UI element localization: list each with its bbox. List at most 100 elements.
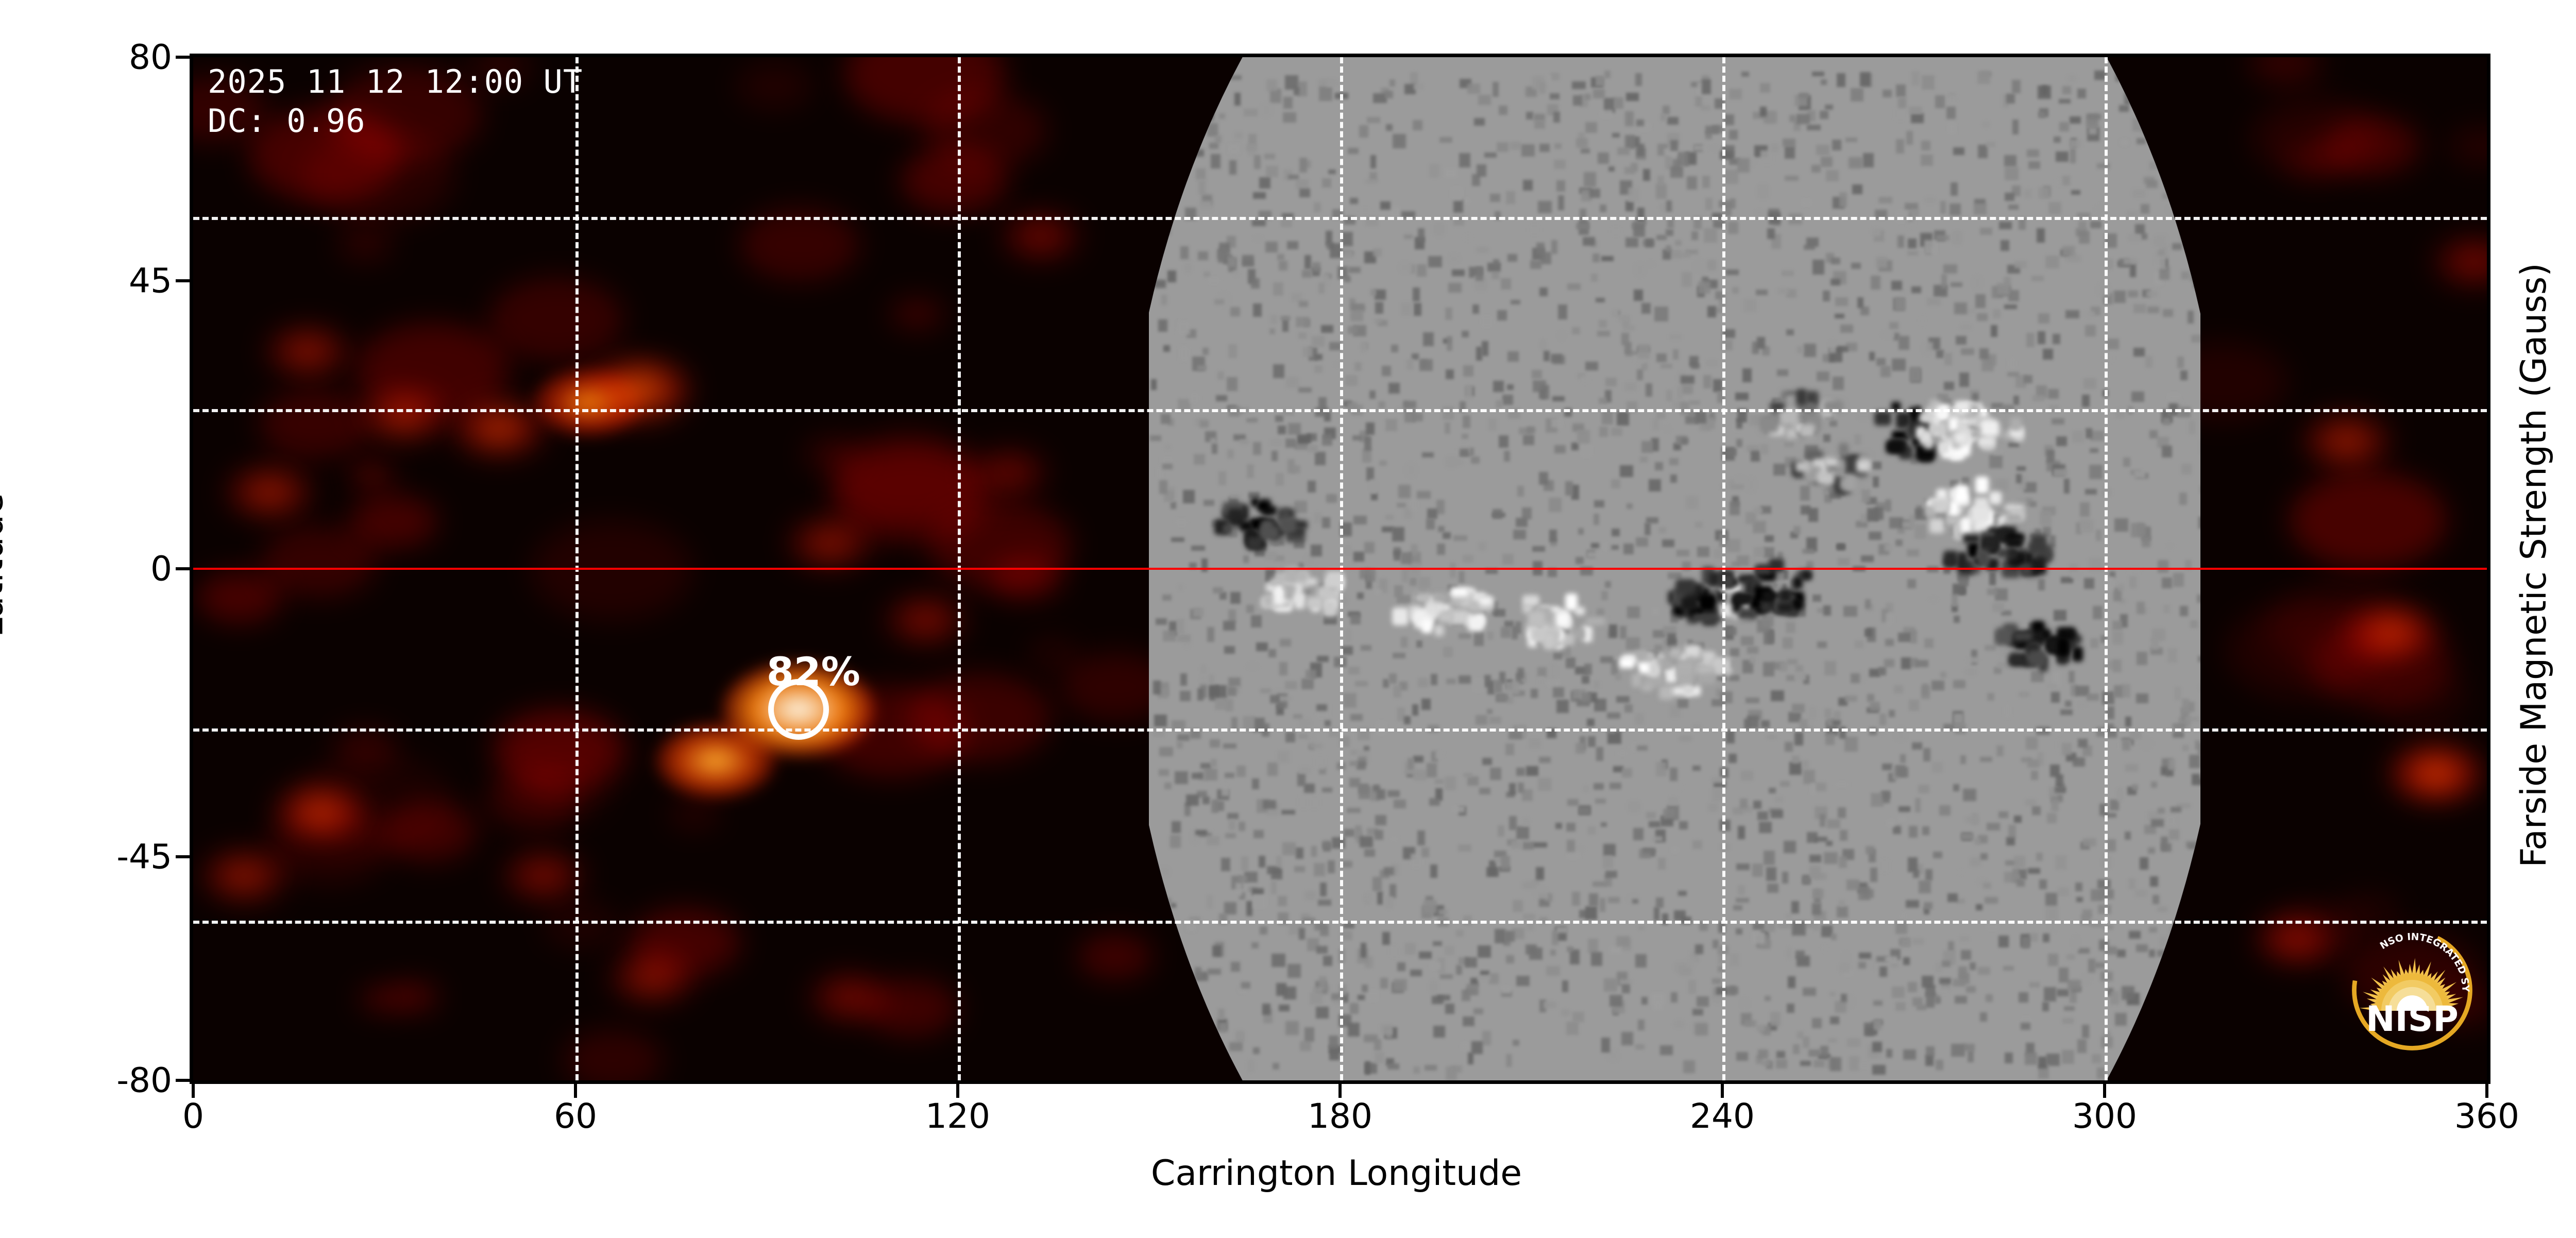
- magnetogram-pixel: [1594, 699, 1606, 711]
- magnetogram-pixel: [1416, 264, 1427, 277]
- magnetogram-pixel: [1974, 199, 1986, 205]
- magnetogram-flux-element: [1891, 402, 1901, 412]
- magnetogram-pixel: [1819, 814, 1826, 827]
- magnetogram-pixel: [1833, 720, 1841, 725]
- magnetogram-pixel: [1747, 477, 1756, 493]
- magnetogram-pixel: [1161, 294, 1167, 305]
- magnetogram-pixel: [1365, 422, 1375, 435]
- magnetogram-pixel: [1599, 205, 1607, 212]
- magnetogram-pixel: [1829, 340, 1837, 353]
- magnetogram-pixel: [1835, 781, 1849, 787]
- magnetogram-pixel: [1429, 164, 1439, 178]
- magnetogram-pixel: [1654, 462, 1664, 470]
- magnetogram-pixel: [2090, 431, 2104, 441]
- magnetogram-pixel: [1317, 899, 1332, 906]
- magnetogram-pixel: [1663, 808, 1675, 820]
- magnetogram-pixel: [1465, 385, 1473, 400]
- magnetogram-pixel: [1352, 435, 1363, 440]
- magnetogram-pixel: [1729, 501, 1740, 515]
- magnetogram-pixel: [1787, 976, 1795, 988]
- magnetogram-pixel: [1382, 526, 1393, 532]
- magnetogram-pixel: [1749, 654, 1756, 664]
- magnetogram-pixel: [1459, 448, 1469, 457]
- magnetogram-pixel: [1229, 494, 1241, 499]
- magnetogram-pixel: [1777, 369, 1789, 376]
- x-tick-mark-120: [956, 1084, 959, 1098]
- magnetogram-pixel: [2198, 517, 2200, 529]
- magnetogram-pixel: [1915, 660, 1928, 668]
- magnetogram-pixel: [1533, 113, 1546, 121]
- magnetogram-pixel: [1593, 514, 1600, 525]
- magnetogram-pixel: [1780, 781, 1790, 787]
- magnetogram-pixel: [1966, 657, 1980, 663]
- magnetogram-pixel: [1919, 880, 1931, 894]
- magnetogram-pixel: [1894, 685, 1903, 694]
- magnetogram-pixel: [1885, 544, 1893, 551]
- magnetogram-pixel: [1909, 826, 1918, 838]
- magnetogram-pixel: [1610, 226, 1622, 236]
- magnetogram-pixel: [2025, 1053, 2038, 1065]
- magnetogram-pixel: [1903, 1049, 1916, 1060]
- magnetogram-pixel: [1364, 745, 1370, 751]
- magnetogram-pixel: [1481, 315, 1494, 328]
- magnetogram-pixel: [1834, 313, 1844, 318]
- magnetogram-pixel: [1400, 552, 1412, 564]
- magnetogram-pixel: [1323, 955, 1332, 966]
- magnetogram-flux-element: [2006, 537, 2024, 548]
- magnetogram-flux-element: [1572, 628, 1585, 639]
- magnetogram-pixel: [2182, 745, 2189, 752]
- magnetogram-pixel: [1712, 978, 1721, 984]
- magnetogram-pixel: [1253, 303, 1262, 317]
- magnetogram-pixel: [1443, 532, 1451, 539]
- magnetogram-pixel: [2027, 149, 2040, 157]
- farside-noise-blob: [381, 802, 477, 862]
- magnetogram-pixel: [1931, 761, 1943, 773]
- magnetogram-pixel: [1294, 866, 1306, 873]
- farside-noise-blob: [544, 903, 619, 949]
- magnetogram-pixel: [1603, 98, 1615, 113]
- magnetogram-pixel: [1253, 192, 1266, 199]
- magnetogram-pixel: [1993, 447, 2005, 455]
- farside-active-region: [586, 356, 692, 423]
- magnetogram-pixel: [1207, 626, 1214, 642]
- magnetogram-pixel: [1227, 449, 1234, 459]
- magnetogram-pixel: [1253, 1047, 1260, 1055]
- magnetogram-pixel: [1729, 88, 1742, 100]
- magnetogram-pixel: [1985, 645, 1996, 651]
- magnetogram-pixel: [1736, 1052, 1748, 1061]
- magnetogram-pixel: [1820, 79, 1827, 86]
- magnetogram-pixel: [1382, 931, 1390, 945]
- magnetogram-pixel: [1874, 209, 1887, 219]
- magnetogram-pixel: [1738, 826, 1745, 839]
- magnetogram-pixel: [1495, 929, 1505, 943]
- magnetogram-pixel: [1786, 913, 1792, 919]
- magnetogram-pixel: [1917, 1005, 1927, 1010]
- magnetogram-pixel: [1679, 965, 1692, 976]
- magnetogram-pixel: [1429, 798, 1440, 806]
- magnetogram-pixel: [1744, 718, 1750, 729]
- magnetogram-pixel: [1308, 445, 1318, 452]
- magnetogram-pixel: [1276, 473, 1284, 486]
- magnetogram-flux-element: [1960, 517, 1971, 533]
- magnetogram-pixel: [1279, 1004, 1290, 1012]
- magnetogram-pixel: [1360, 207, 1372, 215]
- magnetogram-pixel: [1566, 1021, 1579, 1035]
- magnetogram-pixel: [1784, 841, 1797, 853]
- magnetogram-pixel: [1507, 384, 1514, 390]
- magnetogram-pixel: [1982, 121, 1991, 128]
- magnetogram-pixel: [1315, 354, 1323, 360]
- magnetogram-pixel: [1353, 552, 1365, 562]
- magnetogram-pixel: [2147, 847, 2155, 854]
- magnetogram-pixel: [1747, 445, 1760, 452]
- farside-noise-blob: [669, 798, 719, 830]
- magnetogram-flux-element: [1692, 613, 1713, 622]
- magnetogram-pixel: [2038, 186, 2050, 199]
- magnetogram-pixel: [1345, 628, 1352, 643]
- magnetogram-pixel: [1437, 544, 1446, 555]
- magnetogram-pixel: [1582, 692, 1591, 702]
- magnetogram-pixel: [1467, 1052, 1474, 1064]
- magnetogram-pixel: [1264, 154, 1276, 160]
- magnetogram-pixel: [1174, 771, 1188, 785]
- magnetogram-pixel: [1766, 734, 1778, 740]
- magnetogram-pixel: [1404, 83, 1416, 95]
